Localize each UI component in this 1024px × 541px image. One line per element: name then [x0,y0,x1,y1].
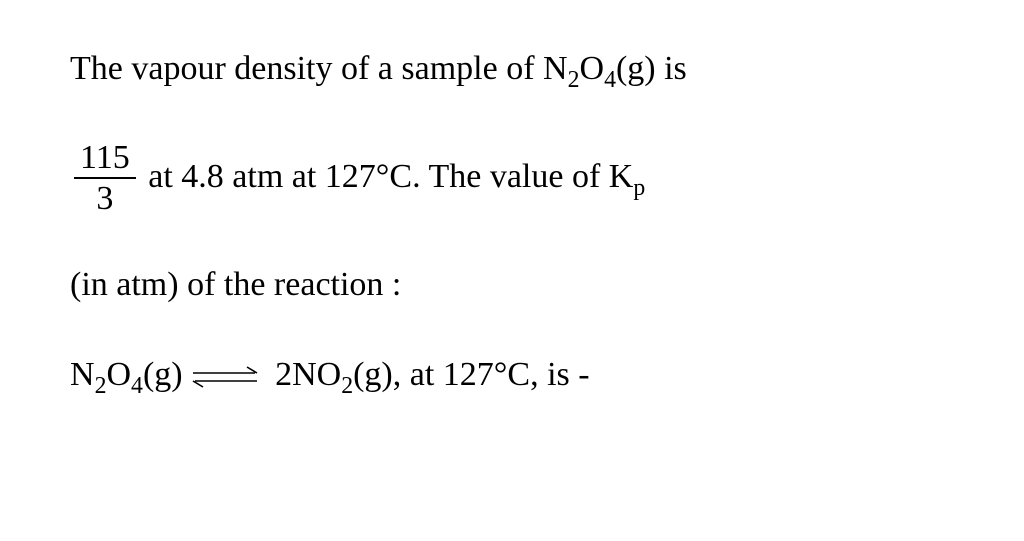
formula-subscript: 2 [568,67,580,93]
fraction: 115 3 [74,139,136,219]
line3-text: (in atm) of the reaction : [70,266,401,303]
formula-subscript: 4 [604,67,616,93]
reactant-prefix: N [70,356,95,393]
problem-line-3: (in atm) of the reaction : [70,261,954,309]
product-suffix: (g), at 127°C, is - [353,356,589,393]
reactant-suffix: (g) [143,356,183,393]
fraction-denominator: 3 [74,179,136,220]
kp-subscript: p [633,175,645,201]
line1-mid1: O [580,50,605,87]
problem-line-2: 115 3 at 4.8 atm at 127°C. The value of … [70,139,954,219]
reactant-mid1: O [106,356,131,393]
formula-subscript: 2 [95,373,107,399]
formula-subscript: 2 [341,373,353,399]
product-prefix: 2NO [267,356,342,393]
problem-line-1: The vapour density of a sample of N2O4(g… [70,45,954,97]
line1-suffix: (g) is [616,50,687,87]
line1-prefix: The vapour density of a sample of N [70,50,568,87]
equilibrium-arrows-icon [189,363,261,391]
fraction-numerator: 115 [74,139,136,178]
formula-subscript: 4 [131,373,143,399]
problem-line-4: N2O4(g) 2NO2(g), at 127°C, is - [70,351,954,403]
line2-mid: at 4.8 atm at 127°C. The value of K [140,158,634,195]
